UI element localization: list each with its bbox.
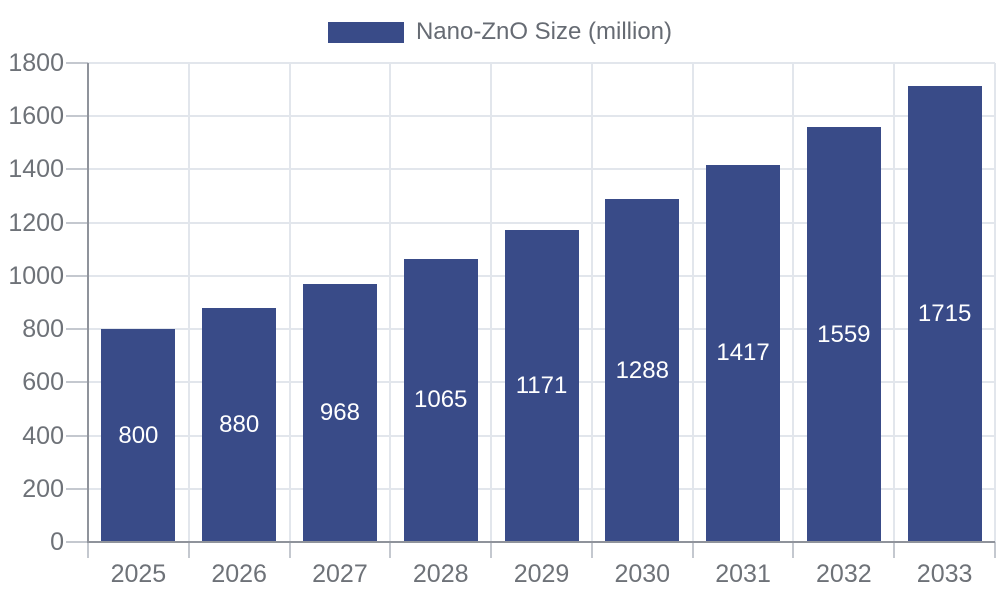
y-axis-tick (66, 62, 88, 64)
y-axis-tick (66, 115, 88, 118)
y-axis-line (87, 63, 89, 543)
bar-value-label: 968 (319, 399, 360, 427)
bar[interactable]: 800 (101, 329, 176, 542)
bar[interactable]: 1715 (907, 85, 982, 542)
x-axis-category-label: 2029 (513, 560, 570, 588)
y-axis-tick-label: 400 (22, 421, 64, 450)
gridline-horizontal (88, 168, 995, 171)
y-axis-tick (66, 274, 88, 277)
bar-value-label: 1417 (716, 339, 770, 367)
bar[interactable]: 1559 (806, 127, 881, 542)
x-axis-tick (490, 542, 493, 558)
gridline-horizontal (88, 115, 995, 118)
y-axis-tick (66, 434, 88, 437)
y-axis-tick (66, 328, 88, 331)
bar-value-label: 800 (118, 421, 159, 449)
y-axis-tick (66, 487, 88, 490)
y-axis-tick-label: 1000 (8, 261, 64, 290)
x-axis-tick (792, 542, 795, 558)
bar[interactable]: 968 (302, 284, 377, 542)
bar-value-label: 1288 (615, 356, 669, 384)
gridline-vertical (691, 63, 694, 542)
gridline-vertical (893, 63, 896, 542)
x-axis-tick (87, 542, 89, 558)
bar[interactable]: 1417 (706, 164, 781, 542)
x-axis-category-label: 2025 (110, 560, 167, 588)
y-axis-tick-label: 1800 (8, 49, 64, 77)
x-axis-category-label: 2026 (211, 560, 267, 588)
bar-value-label: 1065 (414, 386, 468, 414)
x-axis-category-label: 2027 (312, 560, 368, 588)
gridline-vertical (994, 63, 996, 542)
y-axis-tick (66, 541, 88, 543)
gridline-horizontal (88, 221, 995, 224)
x-axis-category-label: 2028 (412, 560, 469, 588)
x-axis-tick (691, 542, 694, 558)
x-axis-tick (994, 542, 996, 558)
y-axis-tick-label: 1600 (8, 102, 64, 131)
bar[interactable]: 1171 (504, 230, 579, 542)
bar-value-label: 1559 (817, 320, 871, 348)
x-axis-tick (187, 542, 190, 558)
x-axis-line (87, 541, 995, 543)
gridline-vertical (590, 63, 593, 542)
bar-value-label: 1715 (917, 299, 972, 327)
x-axis-category-label: 2031 (715, 560, 771, 588)
x-axis-tick (389, 542, 392, 558)
bar[interactable]: 1065 (403, 258, 478, 542)
x-axis-tick (893, 542, 896, 558)
y-axis-tick-label: 200 (22, 474, 64, 503)
x-axis-category-label: 2033 (916, 560, 973, 588)
y-axis-tick-label: 0 (50, 528, 64, 556)
legend-swatch (327, 21, 404, 43)
bar[interactable]: 1288 (605, 199, 680, 542)
gridline-vertical (288, 63, 291, 542)
x-axis-tick (590, 542, 593, 558)
gridline-horizontal (88, 62, 995, 64)
gridline-vertical (792, 63, 795, 542)
y-axis-tick (66, 381, 88, 384)
y-axis-tick-label: 800 (22, 315, 64, 344)
legend-item[interactable]: Nano-ZnO Size (million) (0, 17, 1000, 47)
bar-value-label: 880 (219, 410, 260, 438)
bar-value-label: 1171 (515, 372, 568, 400)
x-axis-tick (288, 542, 291, 558)
x-axis-category-label: 2032 (816, 560, 872, 588)
y-axis-tick-label: 600 (22, 368, 64, 397)
y-axis-tick (66, 168, 88, 171)
y-axis-tick (66, 221, 88, 224)
y-axis-tick-label: 1400 (8, 155, 64, 184)
legend-label: Nano-ZnO Size (million) (415, 18, 673, 45)
y-axis-tick-label: 1200 (8, 208, 64, 237)
gridline-vertical (490, 63, 493, 542)
bar[interactable]: 880 (202, 307, 277, 542)
gridline-vertical (389, 63, 392, 542)
x-axis-category-label: 2030 (614, 560, 671, 588)
gridline-vertical (187, 63, 190, 542)
